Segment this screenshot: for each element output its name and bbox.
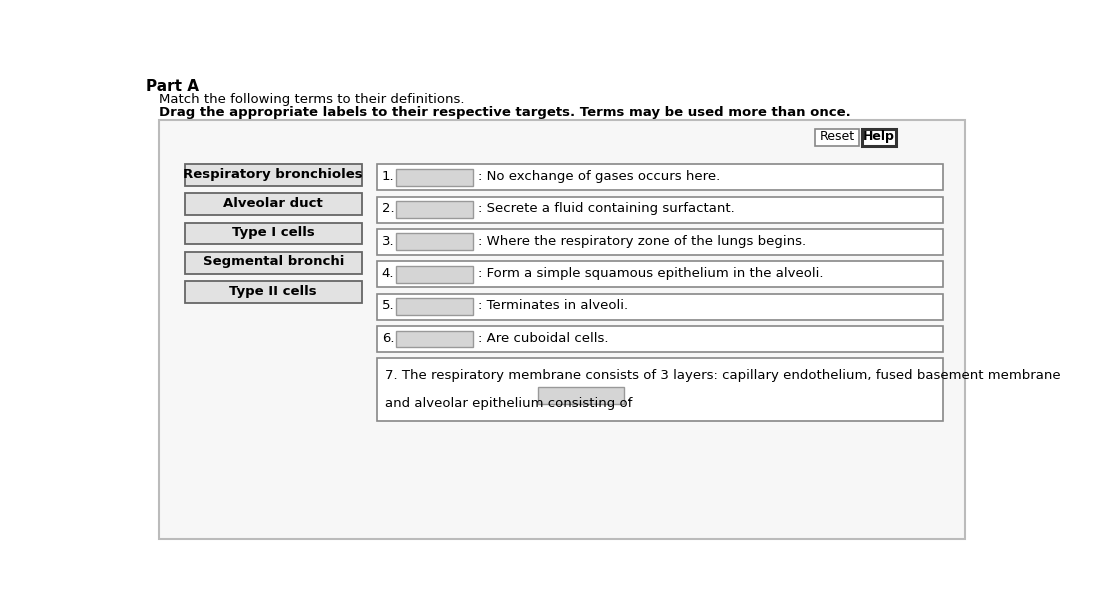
Text: : Terminates in alveoli.: : Terminates in alveoli. xyxy=(477,299,629,312)
Text: Respiratory bronchioles: Respiratory bronchioles xyxy=(184,167,364,181)
Text: Alveolar duct: Alveolar duct xyxy=(223,197,323,210)
Text: Type I cells: Type I cells xyxy=(232,226,314,240)
Bar xyxy=(862,129,897,145)
Bar xyxy=(395,331,473,348)
Text: : Are cuboidal cells.: : Are cuboidal cells. xyxy=(477,332,609,345)
Text: 5.: 5. xyxy=(382,299,394,312)
Text: 3.: 3. xyxy=(382,235,394,247)
Text: 2.: 2. xyxy=(382,202,394,215)
Text: 7. The respiratory membrane consists of 3 layers: capillary endothelium, fused b: 7. The respiratory membrane consists of … xyxy=(384,369,1060,382)
Bar xyxy=(377,197,943,222)
Text: 4.: 4. xyxy=(382,267,394,280)
Bar xyxy=(185,222,361,244)
Text: Part A: Part A xyxy=(146,79,199,95)
Bar xyxy=(377,358,943,422)
Text: and alveolar epithelium consisting of: and alveolar epithelium consisting of xyxy=(384,397,632,410)
Text: Type II cells: Type II cells xyxy=(230,285,318,298)
Bar xyxy=(395,169,473,186)
Bar xyxy=(538,387,624,404)
Bar xyxy=(395,233,473,251)
Text: Reset: Reset xyxy=(819,130,855,143)
Text: .: . xyxy=(626,390,631,403)
Bar xyxy=(377,326,943,352)
Bar xyxy=(395,201,473,218)
Bar xyxy=(377,261,943,287)
Bar xyxy=(185,164,361,186)
Bar xyxy=(377,229,943,255)
Text: : Secrete a fluid containing surfactant.: : Secrete a fluid containing surfactant. xyxy=(477,202,735,215)
Bar xyxy=(159,120,965,539)
Text: : Where the respiratory zone of the lungs begins.: : Where the respiratory zone of the lung… xyxy=(477,235,806,247)
Bar xyxy=(815,129,860,145)
Text: 1.: 1. xyxy=(382,170,394,183)
Text: Drag the appropriate labels to their respective targets. Terms may be used more : Drag the appropriate labels to their res… xyxy=(159,106,851,119)
Text: : No exchange of gases occurs here.: : No exchange of gases occurs here. xyxy=(477,170,721,183)
Bar xyxy=(185,194,361,215)
Bar xyxy=(377,164,943,191)
Text: Segmental bronchi: Segmental bronchi xyxy=(203,255,344,268)
Bar xyxy=(395,298,473,315)
Text: Help: Help xyxy=(863,130,895,143)
Bar xyxy=(185,252,361,274)
Bar xyxy=(185,281,361,303)
Text: 6.: 6. xyxy=(382,332,394,345)
Text: Match the following terms to their definitions.: Match the following terms to their defin… xyxy=(159,93,464,106)
Bar xyxy=(395,266,473,283)
Bar xyxy=(377,293,943,320)
Text: : Form a simple squamous epithelium in the alveoli.: : Form a simple squamous epithelium in t… xyxy=(477,267,823,280)
